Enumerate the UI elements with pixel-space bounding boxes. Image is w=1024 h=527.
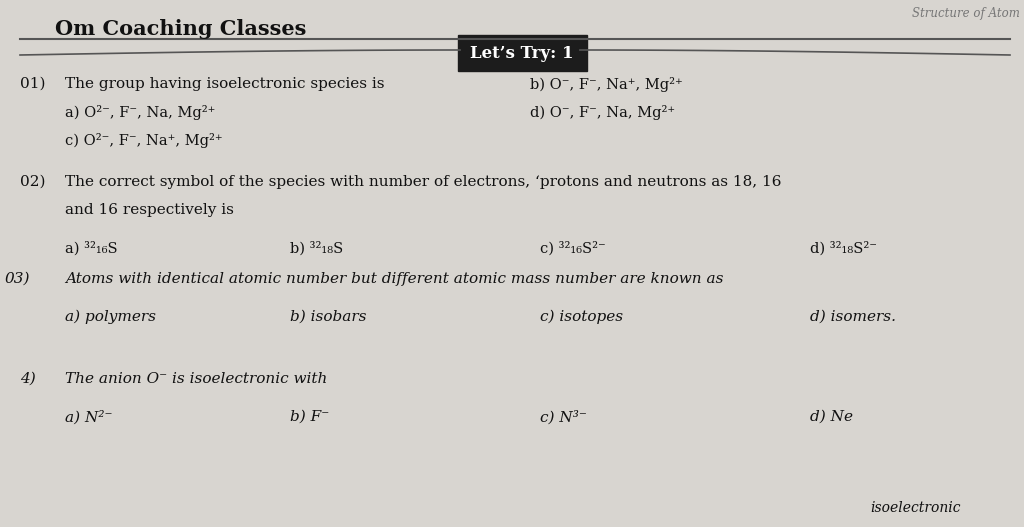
Text: Om Coaching Classes: Om Coaching Classes — [55, 19, 306, 39]
Text: c) N³⁻: c) N³⁻ — [540, 410, 587, 424]
Text: a) O²⁻, F⁻, Na, Mg²⁺: a) O²⁻, F⁻, Na, Mg²⁺ — [65, 105, 215, 120]
Text: d) O⁻, F⁻, Na, Mg²⁺: d) O⁻, F⁻, Na, Mg²⁺ — [530, 105, 675, 120]
Text: The group having isoelectronic species is: The group having isoelectronic species i… — [65, 77, 384, 91]
Text: c) ³²₁₆S²⁻: c) ³²₁₆S²⁻ — [540, 241, 606, 256]
Text: a) ³²₁₆S: a) ³²₁₆S — [65, 241, 118, 256]
Text: 02): 02) — [20, 175, 45, 189]
Text: The correct symbol of the species with number of electrons, ‘protons and neutron: The correct symbol of the species with n… — [65, 175, 781, 189]
Text: b) F⁻: b) F⁻ — [290, 410, 330, 424]
Text: Atoms with identical atomic number but different atomic mass number are known as: Atoms with identical atomic number but d… — [65, 272, 724, 286]
Text: a) polymers: a) polymers — [65, 310, 156, 325]
Text: d) ³²₁₈S²⁻: d) ³²₁₈S²⁻ — [810, 241, 877, 256]
Text: d) isomers.: d) isomers. — [810, 310, 896, 324]
Text: The anion O⁻ is isoelectronic with: The anion O⁻ is isoelectronic with — [65, 372, 328, 386]
Text: c) O²⁻, F⁻, Na⁺, Mg²⁺: c) O²⁻, F⁻, Na⁺, Mg²⁺ — [65, 133, 222, 148]
Text: isoelectronic: isoelectronic — [870, 501, 961, 515]
Text: Let’s Try: 1: Let’s Try: 1 — [470, 44, 573, 62]
Text: Structure of Atom: Structure of Atom — [912, 7, 1020, 20]
Text: b) O⁻, F⁻, Na⁺, Mg²⁺: b) O⁻, F⁻, Na⁺, Mg²⁺ — [530, 77, 683, 92]
Text: d) Ne: d) Ne — [810, 410, 853, 424]
Text: b) isobars: b) isobars — [290, 310, 367, 324]
Text: 01): 01) — [20, 77, 45, 91]
Text: 03): 03) — [5, 272, 31, 286]
Text: c) isotopes: c) isotopes — [540, 310, 624, 325]
Text: a) N²⁻: a) N²⁻ — [65, 410, 113, 424]
FancyBboxPatch shape — [458, 35, 587, 71]
Text: and 16 respectively is: and 16 respectively is — [65, 203, 233, 217]
Text: 4): 4) — [20, 372, 36, 386]
Text: b) ³²₁₈S: b) ³²₁₈S — [290, 241, 343, 256]
